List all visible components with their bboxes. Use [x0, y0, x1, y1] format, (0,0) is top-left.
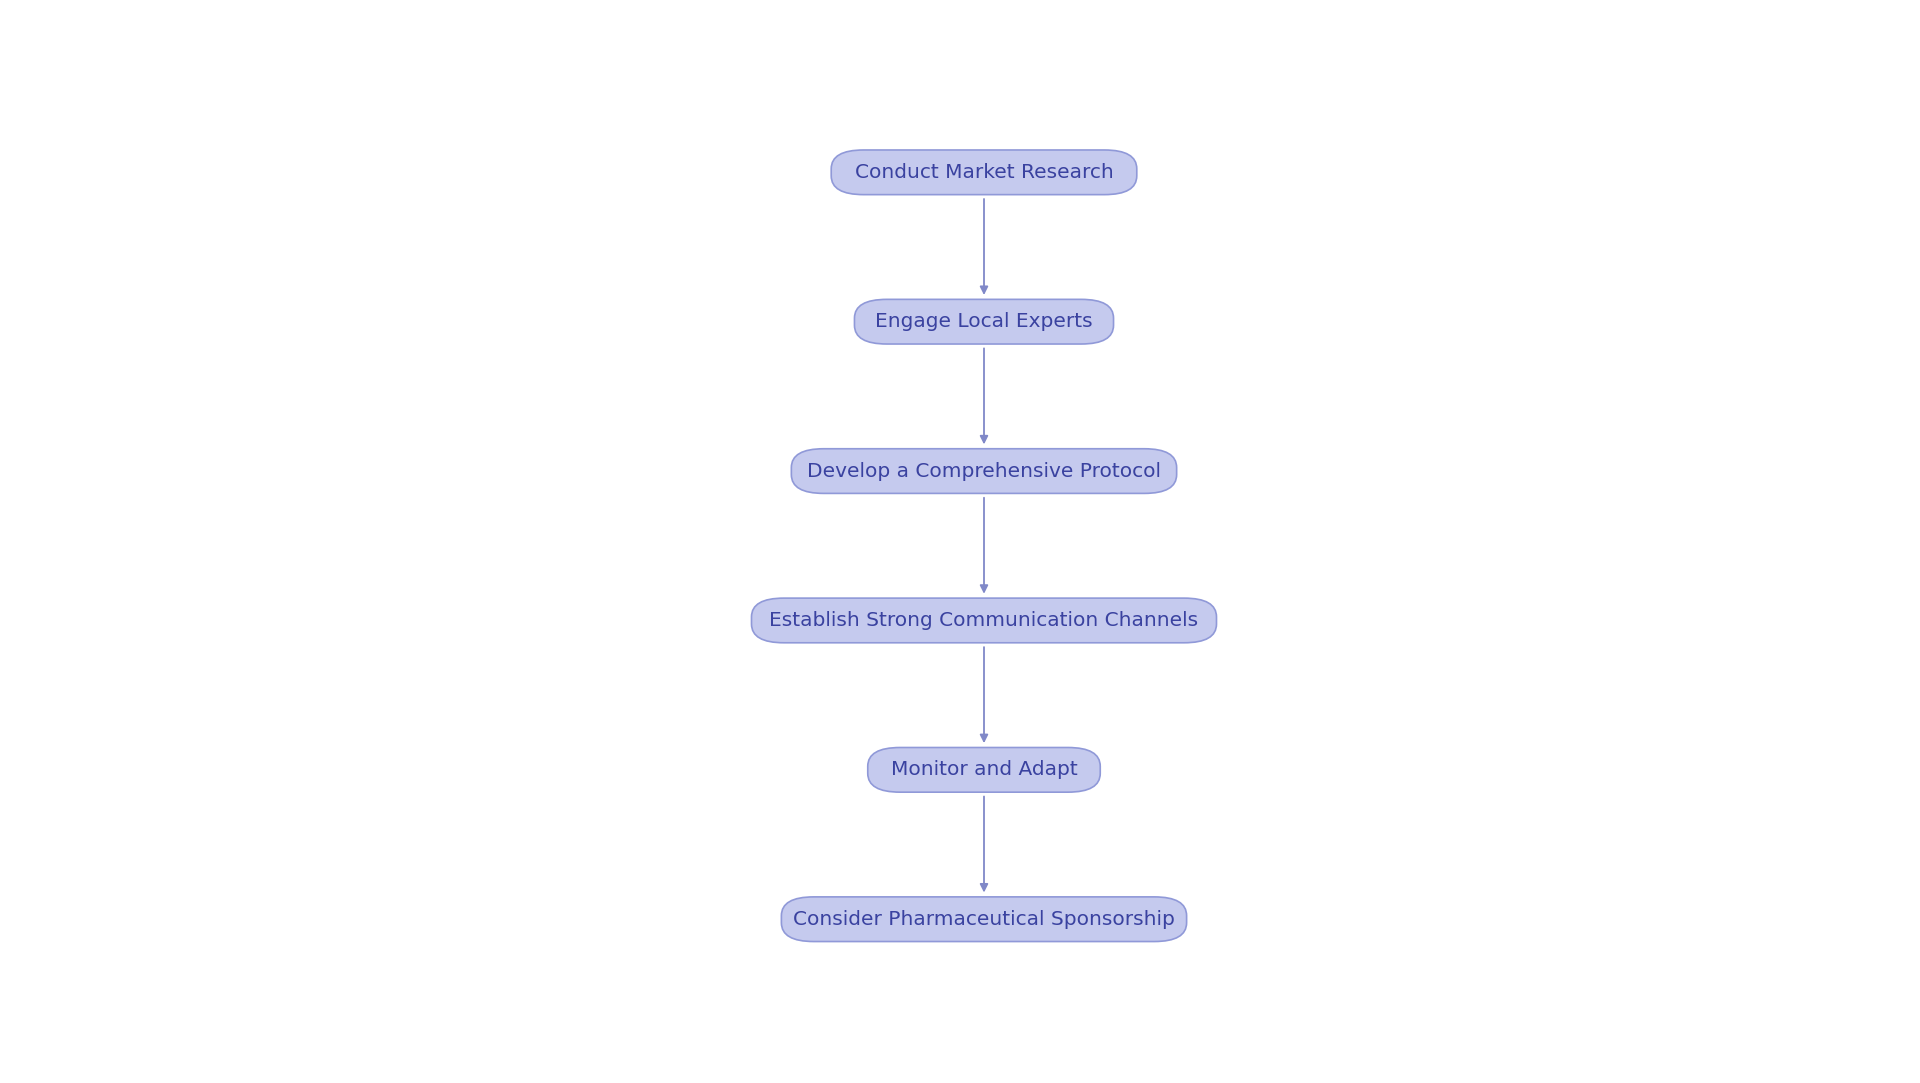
Text: Consider Pharmaceutical Sponsorship: Consider Pharmaceutical Sponsorship	[793, 910, 1175, 929]
Text: Monitor and Adapt: Monitor and Adapt	[891, 760, 1077, 780]
FancyBboxPatch shape	[781, 897, 1187, 941]
Text: Engage Local Experts: Engage Local Experts	[876, 312, 1092, 331]
FancyBboxPatch shape	[791, 448, 1177, 494]
FancyBboxPatch shape	[854, 299, 1114, 344]
FancyBboxPatch shape	[868, 747, 1100, 792]
FancyBboxPatch shape	[831, 149, 1137, 195]
Text: Conduct Market Research: Conduct Market Research	[854, 162, 1114, 182]
Text: Establish Strong Communication Channels: Establish Strong Communication Channels	[770, 611, 1198, 630]
Text: Develop a Comprehensive Protocol: Develop a Comprehensive Protocol	[806, 461, 1162, 481]
FancyBboxPatch shape	[751, 598, 1217, 643]
